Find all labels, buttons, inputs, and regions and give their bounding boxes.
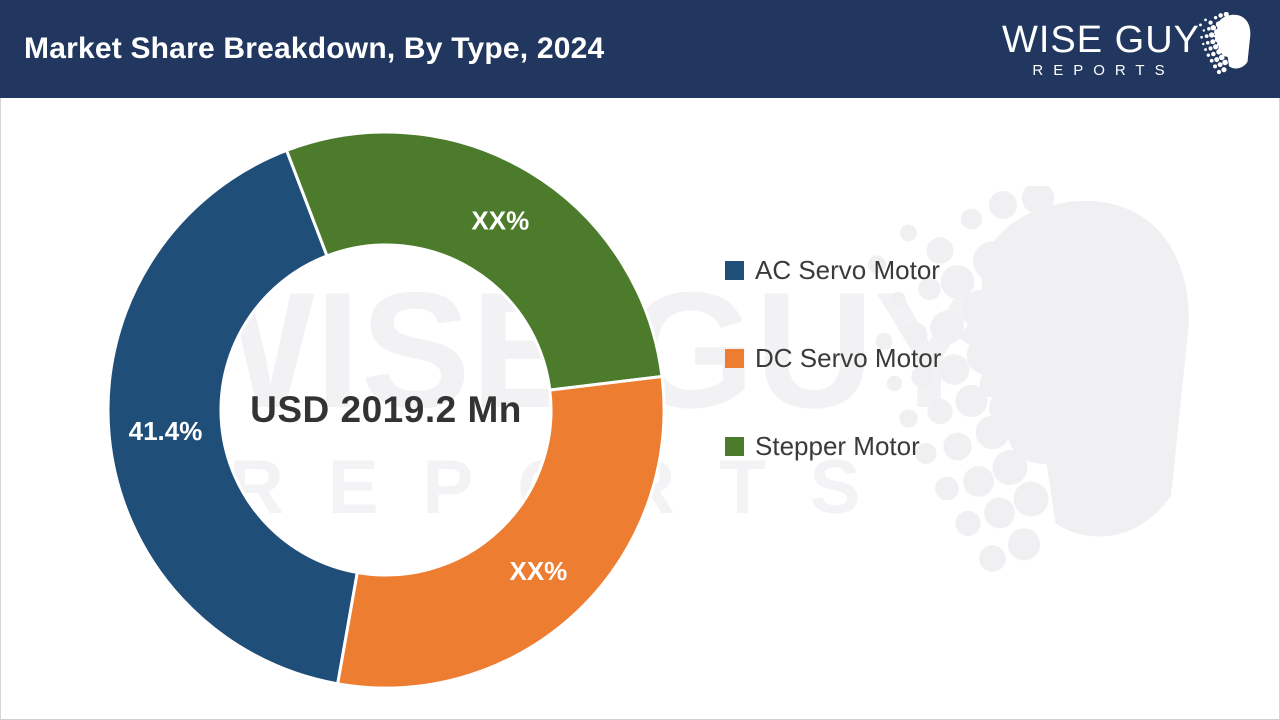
legend-item-stepper-motor: Stepper Motor (725, 431, 941, 462)
logo-wordmark: WISE GUY (1001, 18, 1200, 61)
donut-slice-stepper-motor (284, 130, 664, 392)
wiseguy-face-icon (1196, 12, 1252, 86)
donut-slice-label: 41.4% (129, 416, 203, 446)
legend-label: Stepper Motor (755, 431, 920, 461)
wiseguy-logo-text: WISE GUY REPORTS (1002, 21, 1200, 78)
wiseguy-logo: WISE GUY REPORTS (1002, 12, 1252, 86)
legend-item-ac-servo-motor: AC Servo Motor (725, 255, 941, 286)
donut-slice-label: XX% (509, 556, 567, 586)
legend-swatch-orange (725, 349, 744, 368)
legend-swatch-green (725, 437, 744, 456)
header: Market Share Breakdown, By Type, 2024 WI… (0, 0, 1280, 98)
legend-item-dc-servo-motor: DC Servo Motor (725, 343, 941, 374)
donut-slice-dc-servo-motor (335, 374, 666, 690)
legend: AC Servo Motor DC Servo Motor Stepper Mo… (725, 255, 941, 462)
donut-chart: 41.4% XX% XX% (106, 130, 666, 690)
chart-area: WISE GUY REPORTS 41.4%XX%XX% USD 2019.2 … (0, 98, 1280, 720)
donut-slice-ac-servo-motor (106, 148, 360, 686)
legend-swatch-blue (725, 261, 744, 280)
legend-label: DC Servo Motor (755, 343, 942, 373)
donut-slice-label: XX% (471, 205, 529, 235)
logo-subtitle: REPORTS (1032, 61, 1175, 79)
page-title: Market Share Breakdown, By Type, 2024 (24, 32, 605, 65)
donut-center-label: USD 2019.2 Mn (250, 389, 522, 430)
legend-label: AC Servo Motor (755, 255, 940, 285)
